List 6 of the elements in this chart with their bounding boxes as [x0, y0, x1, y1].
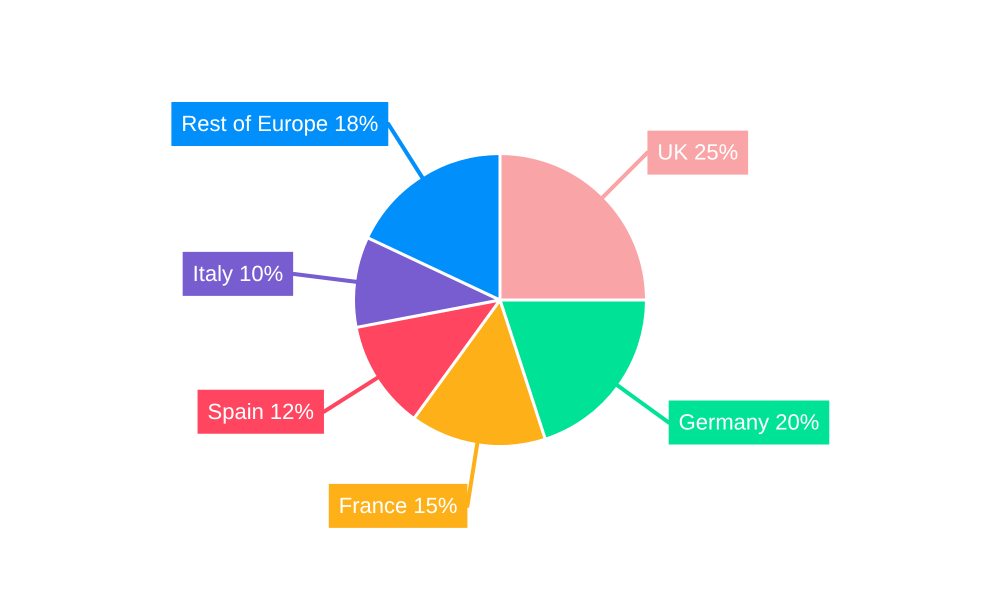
slice-label: Italy 10% — [192, 260, 284, 286]
slice-label: Rest of Europe 18% — [181, 111, 378, 136]
slice-label: Germany 20% — [678, 410, 820, 435]
slice-label: UK 25% — [657, 140, 738, 165]
slice-label: France 15% — [338, 492, 458, 518]
slice-label: Spain 12% — [208, 398, 314, 424]
